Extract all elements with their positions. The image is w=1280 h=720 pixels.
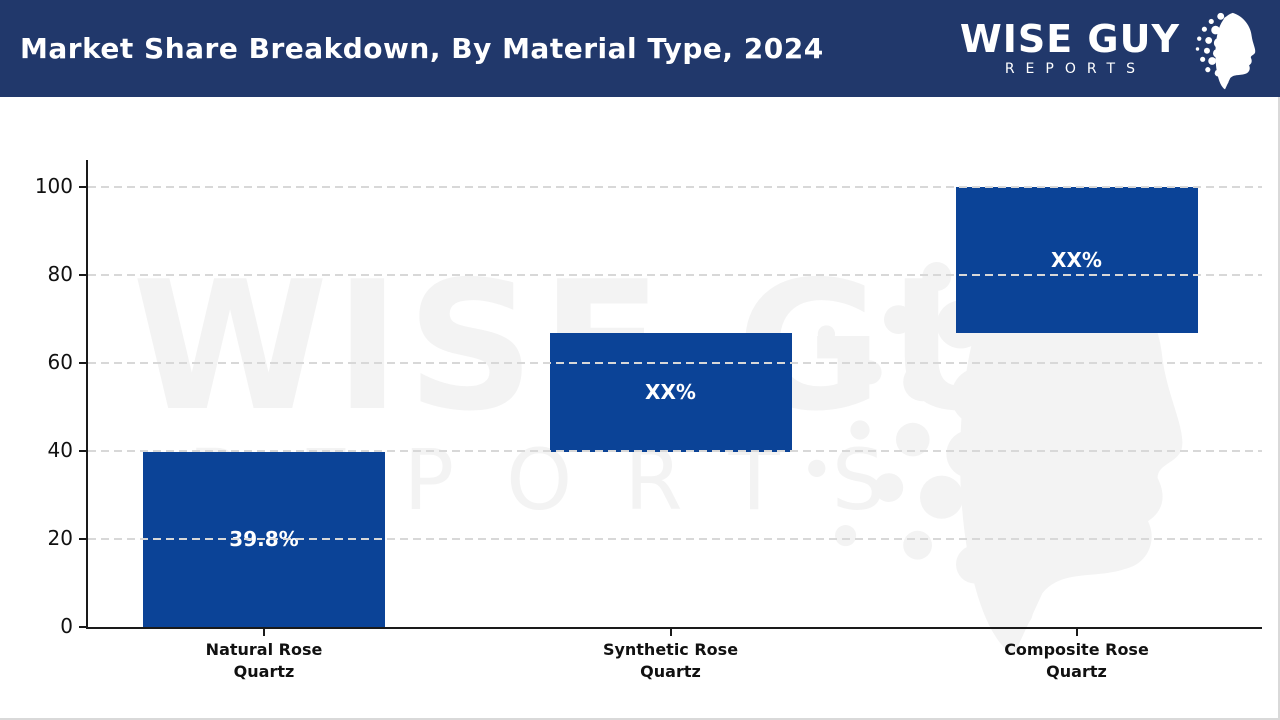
bar-synthetic-rose-quartz: XX% — [549, 333, 792, 452]
logo-text: WISE GUY REPORTS — [960, 20, 1180, 77]
y-axis-tick — [79, 537, 88, 540]
bar-value-label: XX% — [1051, 247, 1102, 272]
x-axis-tick — [263, 627, 265, 636]
gridline — [88, 449, 1262, 452]
page-title: Market Share Breakdown, By Material Type… — [20, 32, 824, 65]
x-axis — [86, 627, 1262, 629]
x-axis-label-natural-rose-quartz: Natural Rose Quartz — [205, 640, 323, 681]
gridline — [88, 185, 1262, 188]
logo-face-icon — [1195, 12, 1256, 89]
y-axis-tick — [79, 273, 88, 276]
x-axis-tick — [669, 627, 672, 636]
y-axis-tick-label: 100 — [34, 173, 73, 198]
y-axis-tick — [79, 626, 88, 628]
y-axis-tick-label: 80 — [47, 261, 73, 286]
y-axis — [86, 160, 88, 629]
y-axis-tick — [79, 361, 88, 364]
gridline — [88, 361, 1262, 364]
y-axis-tick-label: 40 — [47, 437, 73, 462]
y-axis-tick — [79, 449, 88, 452]
gridline — [88, 273, 1262, 276]
y-axis-tick-label: 0 — [60, 614, 73, 638]
header: Market Share Breakdown, By Material Type… — [0, 0, 1280, 97]
logo-wordmark: WISE GUY — [959, 17, 1180, 61]
logo: WISE GUY REPORTS — [960, 6, 1262, 92]
y-axis-tick-label: 60 — [47, 349, 73, 374]
y-axis-tick — [79, 185, 88, 188]
bar-value-label: XX% — [645, 380, 696, 405]
gridline — [88, 537, 1262, 540]
x-axis-label-composite-rose-quartz: Composite Rose Quartz — [1004, 640, 1149, 681]
logo-subtitle: REPORTS — [1004, 61, 1146, 77]
x-axis-label-synthetic-rose-quartz: Synthetic Rose Quartz — [602, 640, 739, 681]
y-axis-tick-label: 20 — [47, 525, 73, 550]
bar-composite-rose-quartz: XX% — [955, 186, 1198, 334]
